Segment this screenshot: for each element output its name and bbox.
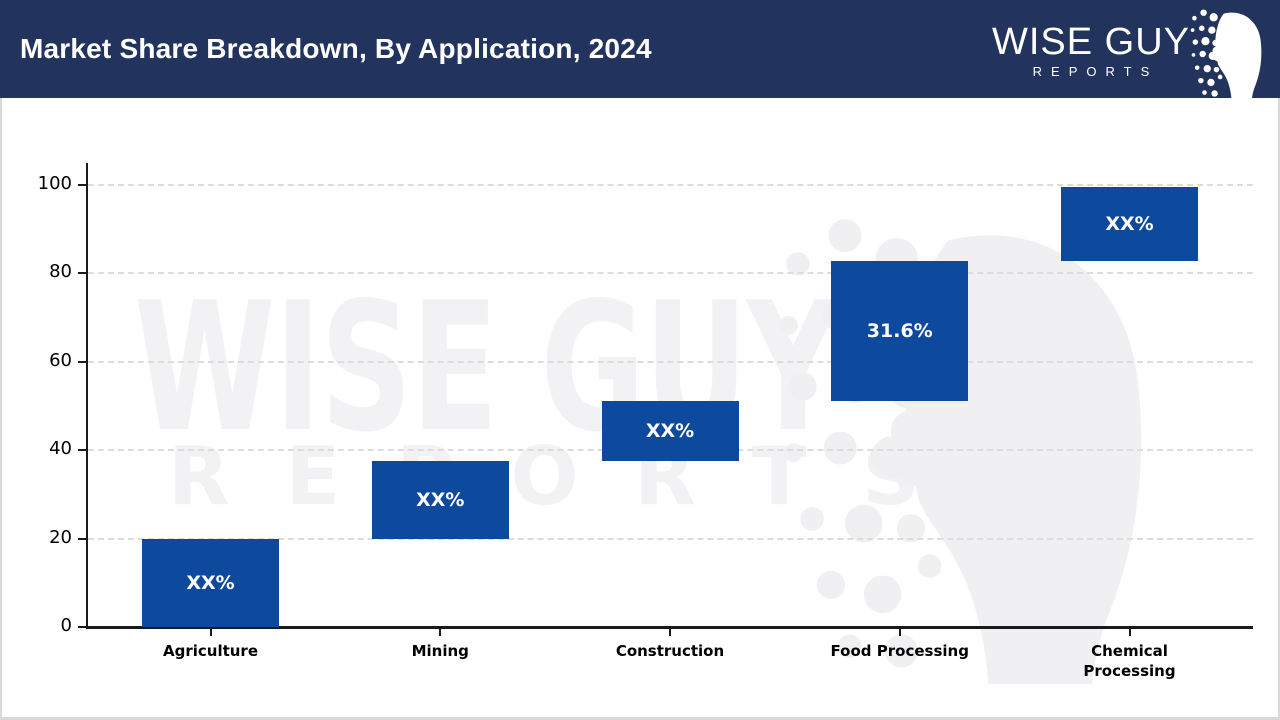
x-tick-label: Food Processing [830, 642, 969, 660]
bar-chemical-processing: XX% [1061, 186, 1198, 262]
y-tick-label: 40 [49, 438, 72, 460]
y-tick-label: 60 [49, 349, 72, 371]
page-title: Market Share Breakdown, By Application, … [20, 33, 652, 64]
y-tick-label: 100 [37, 173, 72, 194]
axis-spine-bottom [86, 626, 1253, 629]
y-tick-label: 20 [49, 526, 72, 548]
bar-agriculture: XX% [142, 538, 279, 627]
dotted-head-icon [1190, 9, 1262, 100]
bar-value-label: XX% [186, 571, 235, 594]
y-tick-mark [78, 449, 88, 452]
bar-food-processing: 31.6% [831, 261, 969, 401]
y-tick-mark [78, 184, 88, 186]
x-tick-label: Chemical Processing [1083, 642, 1176, 680]
bar-value-label: 31.6% [866, 319, 933, 342]
y-tick-label: 80 [49, 261, 72, 283]
y-tick-mark [78, 360, 88, 363]
x-tick-label: Mining [411, 642, 469, 660]
x-tick-mark [669, 629, 671, 636]
bar-value-label: XX% [645, 419, 695, 442]
bar-mining: XX% [371, 461, 509, 539]
bar-value-label: XX% [1105, 212, 1154, 235]
y-tick-mark [78, 626, 88, 628]
header-bar: Market Share Breakdown, By Application, … [0, 0, 1280, 100]
bar-construction: XX% [601, 400, 739, 461]
y-tick-mark [78, 272, 88, 275]
x-tick-mark [209, 629, 212, 636]
x-tick-label: Construction [615, 642, 725, 660]
y-gridline [88, 272, 1253, 275]
x-tick-mark [1128, 629, 1131, 636]
y-gridline [88, 360, 1253, 363]
x-tick-label: Agriculture [162, 642, 259, 660]
brand-logo: WISE GUY REPORTS [970, 6, 1270, 100]
bar-value-label: XX% [416, 488, 465, 511]
brand-name: WISE GUY [991, 21, 1190, 63]
brand-subtitle: REPORTS [1032, 64, 1159, 79]
axis-spine-left [86, 163, 88, 629]
x-tick-mark [898, 629, 901, 636]
y-tick-label: 0 [60, 615, 72, 636]
x-tick-mark [439, 629, 442, 636]
y-tick-mark [78, 537, 88, 540]
brand-logo-text: WISE GUY REPORTS [992, 22, 1190, 79]
y-gridline [88, 184, 1253, 186]
y-gridline [88, 537, 1253, 540]
